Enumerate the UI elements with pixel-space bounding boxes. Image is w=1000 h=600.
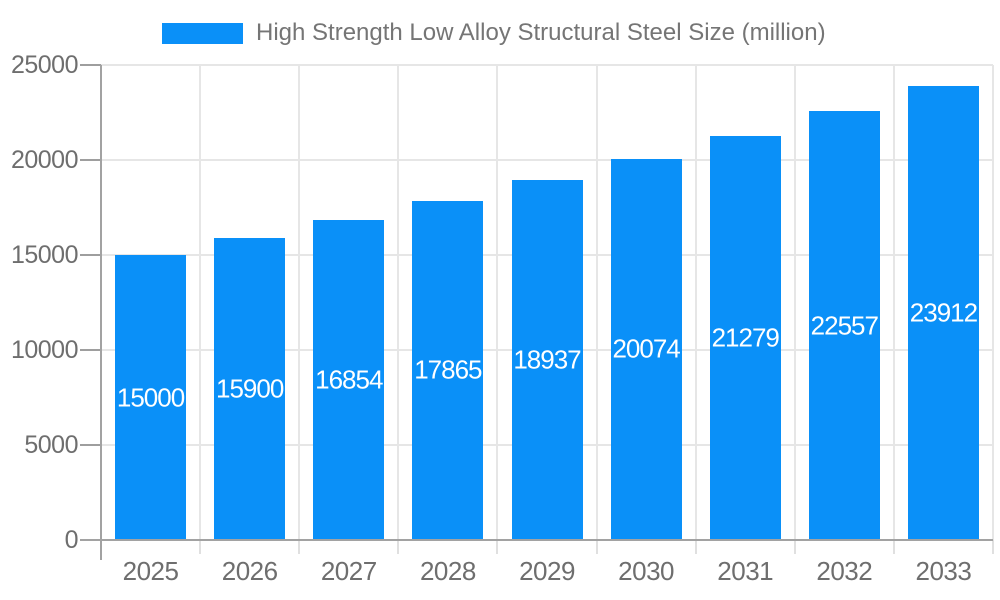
v-gridline xyxy=(793,65,796,540)
y-tick-mark xyxy=(80,349,101,351)
v-gridline xyxy=(892,65,895,540)
v-gridline xyxy=(496,65,499,540)
legend-item[interactable]: High Strength Low Alloy Structural Steel… xyxy=(162,20,826,46)
v-gridline xyxy=(397,65,400,540)
bar-value-label: 15900 xyxy=(216,373,284,404)
h-gridline xyxy=(101,159,993,161)
y-axis-label: 5000 xyxy=(24,431,78,459)
bar-value-label: 18937 xyxy=(513,344,581,375)
v-gridline xyxy=(298,65,301,540)
x-axis-label: 2029 xyxy=(519,556,575,586)
bar-2025[interactable] xyxy=(115,255,187,540)
bar-value-label: 17865 xyxy=(414,354,482,385)
x-tick-mark xyxy=(793,540,796,554)
x-tick-mark xyxy=(496,540,499,554)
y-axis-label: 20000 xyxy=(10,146,79,174)
x-tick-mark xyxy=(298,540,301,554)
x-axis-label: 2025 xyxy=(122,556,179,586)
legend-swatch xyxy=(162,22,243,44)
v-gridline xyxy=(694,65,697,540)
bar-2033[interactable] xyxy=(907,85,979,540)
x-axis-line xyxy=(80,539,993,541)
bar-value-label: 15000 xyxy=(116,382,185,412)
bar-2027[interactable] xyxy=(313,219,385,540)
x-tick-mark xyxy=(892,540,895,554)
x-axis-label: 2028 xyxy=(419,556,476,586)
x-axis-label: 2031 xyxy=(717,556,774,586)
y-tick-mark xyxy=(80,64,101,66)
x-tick-mark xyxy=(992,540,994,554)
bar-value-label: 23912 xyxy=(909,297,978,328)
v-gridline xyxy=(992,65,994,540)
bar-value-label: 20074 xyxy=(612,333,680,364)
y-axis-line xyxy=(100,65,102,560)
bar-2031[interactable] xyxy=(709,135,781,540)
y-tick-mark xyxy=(80,444,101,446)
y-axis-label: 10000 xyxy=(10,336,79,364)
x-tick-mark xyxy=(694,540,697,554)
y-tick-mark xyxy=(80,159,101,161)
bar-value-label: 21279 xyxy=(711,322,780,353)
x-tick-mark xyxy=(595,540,598,554)
v-gridline xyxy=(595,65,598,540)
legend-series-label: High Strength Low Alloy Structural Steel… xyxy=(256,19,826,46)
bar-2029[interactable] xyxy=(511,180,583,540)
v-gridline xyxy=(199,65,202,540)
bar-value-label: 22557 xyxy=(810,310,879,341)
bar-2026[interactable] xyxy=(214,237,286,540)
bar-2030[interactable] xyxy=(610,158,682,540)
h-gridline xyxy=(101,64,993,66)
bar-value-label: 16854 xyxy=(315,364,383,395)
x-tick-mark xyxy=(397,540,400,554)
y-tick-mark xyxy=(80,254,101,256)
bar-2032[interactable] xyxy=(808,111,880,540)
x-axis-label: 2026 xyxy=(221,556,278,586)
y-axis-label: 25000 xyxy=(10,51,79,79)
x-tick-mark xyxy=(199,540,202,554)
y-axis-label: 15000 xyxy=(10,241,79,269)
x-axis-label: 2030 xyxy=(618,556,675,586)
y-axis-label: 0 xyxy=(64,526,79,554)
x-axis-label: 2033 xyxy=(915,556,972,586)
bar-2028[interactable] xyxy=(412,200,484,540)
x-axis-label: 2032 xyxy=(816,556,873,586)
x-axis-label: 2027 xyxy=(320,556,377,586)
